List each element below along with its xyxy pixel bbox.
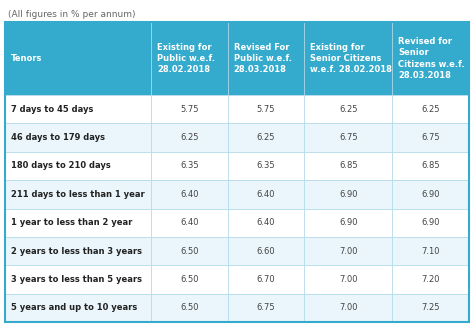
Text: 6.25: 6.25 [257,133,275,142]
Text: 6.85: 6.85 [421,162,440,170]
Bar [228,95,304,123]
Text: 6.40: 6.40 [180,218,199,227]
Bar [392,180,469,209]
Text: 6.90: 6.90 [421,218,440,227]
Text: (All figures in % per annum): (All figures in % per annum) [8,10,136,19]
Bar [392,265,469,294]
Bar [5,180,151,209]
Text: 6.50: 6.50 [180,303,199,312]
Bar [151,294,228,322]
Text: 6.25: 6.25 [180,133,199,142]
Text: 7.10: 7.10 [421,247,440,256]
Bar [304,237,392,265]
Text: 3 years to less than 5 years: 3 years to less than 5 years [11,275,142,284]
Bar [151,95,228,123]
Text: 5 years and up to 10 years: 5 years and up to 10 years [11,303,137,312]
Bar [392,152,469,180]
Text: 7 days to 45 days: 7 days to 45 days [11,105,93,114]
Text: 5.75: 5.75 [257,105,275,114]
Text: 6.70: 6.70 [257,275,275,284]
Bar [5,237,151,265]
Text: 46 days to 179 days: 46 days to 179 days [11,133,105,142]
Text: 6.40: 6.40 [257,218,275,227]
Bar [228,209,304,237]
Bar [151,180,228,209]
Bar [151,22,228,95]
Bar [5,152,151,180]
Bar [151,237,228,265]
Bar [228,123,304,152]
Bar [304,22,392,95]
Bar [304,265,392,294]
Bar [5,95,151,123]
Bar [228,294,304,322]
Text: Revised For
Public w.e.f.
28.03.2018: Revised For Public w.e.f. 28.03.2018 [234,43,292,74]
Bar [304,180,392,209]
Bar [304,123,392,152]
Bar [151,265,228,294]
Bar [392,22,469,95]
Bar [228,180,304,209]
Bar [392,237,469,265]
Text: 7.00: 7.00 [339,247,357,256]
Text: 1 year to less than 2 year: 1 year to less than 2 year [11,218,132,227]
Text: 6.40: 6.40 [180,190,199,199]
Bar [151,123,228,152]
Text: 6.35: 6.35 [180,162,199,170]
Bar [392,209,469,237]
Text: 211 days to less than 1 year: 211 days to less than 1 year [11,190,145,199]
Text: 7.20: 7.20 [421,275,440,284]
Bar [5,294,151,322]
Text: 6.85: 6.85 [339,162,358,170]
Text: 6.75: 6.75 [339,133,358,142]
Text: 6.25: 6.25 [339,105,357,114]
Bar [304,209,392,237]
Text: 6.90: 6.90 [421,190,440,199]
Bar [5,123,151,152]
Text: 6.90: 6.90 [339,190,357,199]
Text: 6.25: 6.25 [421,105,440,114]
Text: 6.75: 6.75 [257,303,275,312]
Bar [392,123,469,152]
Text: 5.75: 5.75 [180,105,199,114]
Text: 2 years to less than 3 years: 2 years to less than 3 years [11,247,142,256]
Text: Existing for
Public w.e.f.
28.02.2018: Existing for Public w.e.f. 28.02.2018 [157,43,215,74]
Text: 6.50: 6.50 [180,275,199,284]
Text: 7.00: 7.00 [339,275,357,284]
Bar [304,294,392,322]
Text: 6.35: 6.35 [257,162,275,170]
Bar [5,265,151,294]
Text: 6.60: 6.60 [257,247,275,256]
Bar [228,237,304,265]
Bar [5,209,151,237]
Bar [228,265,304,294]
Bar [5,22,151,95]
Bar [304,152,392,180]
Text: Tenors: Tenors [11,54,42,63]
Text: 6.75: 6.75 [421,133,440,142]
Bar [228,22,304,95]
Text: 6.50: 6.50 [180,247,199,256]
Bar [304,95,392,123]
Text: 7.00: 7.00 [339,303,357,312]
Bar [151,152,228,180]
Bar [228,152,304,180]
Text: Revised for
Senior
Citizens w.e.f.
28.03.2018: Revised for Senior Citizens w.e.f. 28.03… [399,37,465,80]
Bar [392,294,469,322]
Text: 6.90: 6.90 [339,218,357,227]
Text: Existing for
Senior Citizens
w.e.f. 28.02.2018: Existing for Senior Citizens w.e.f. 28.0… [310,43,392,74]
Text: 6.40: 6.40 [257,190,275,199]
Bar [392,95,469,123]
Bar [151,209,228,237]
Text: 7.25: 7.25 [421,303,440,312]
Text: 180 days to 210 days: 180 days to 210 days [11,162,111,170]
